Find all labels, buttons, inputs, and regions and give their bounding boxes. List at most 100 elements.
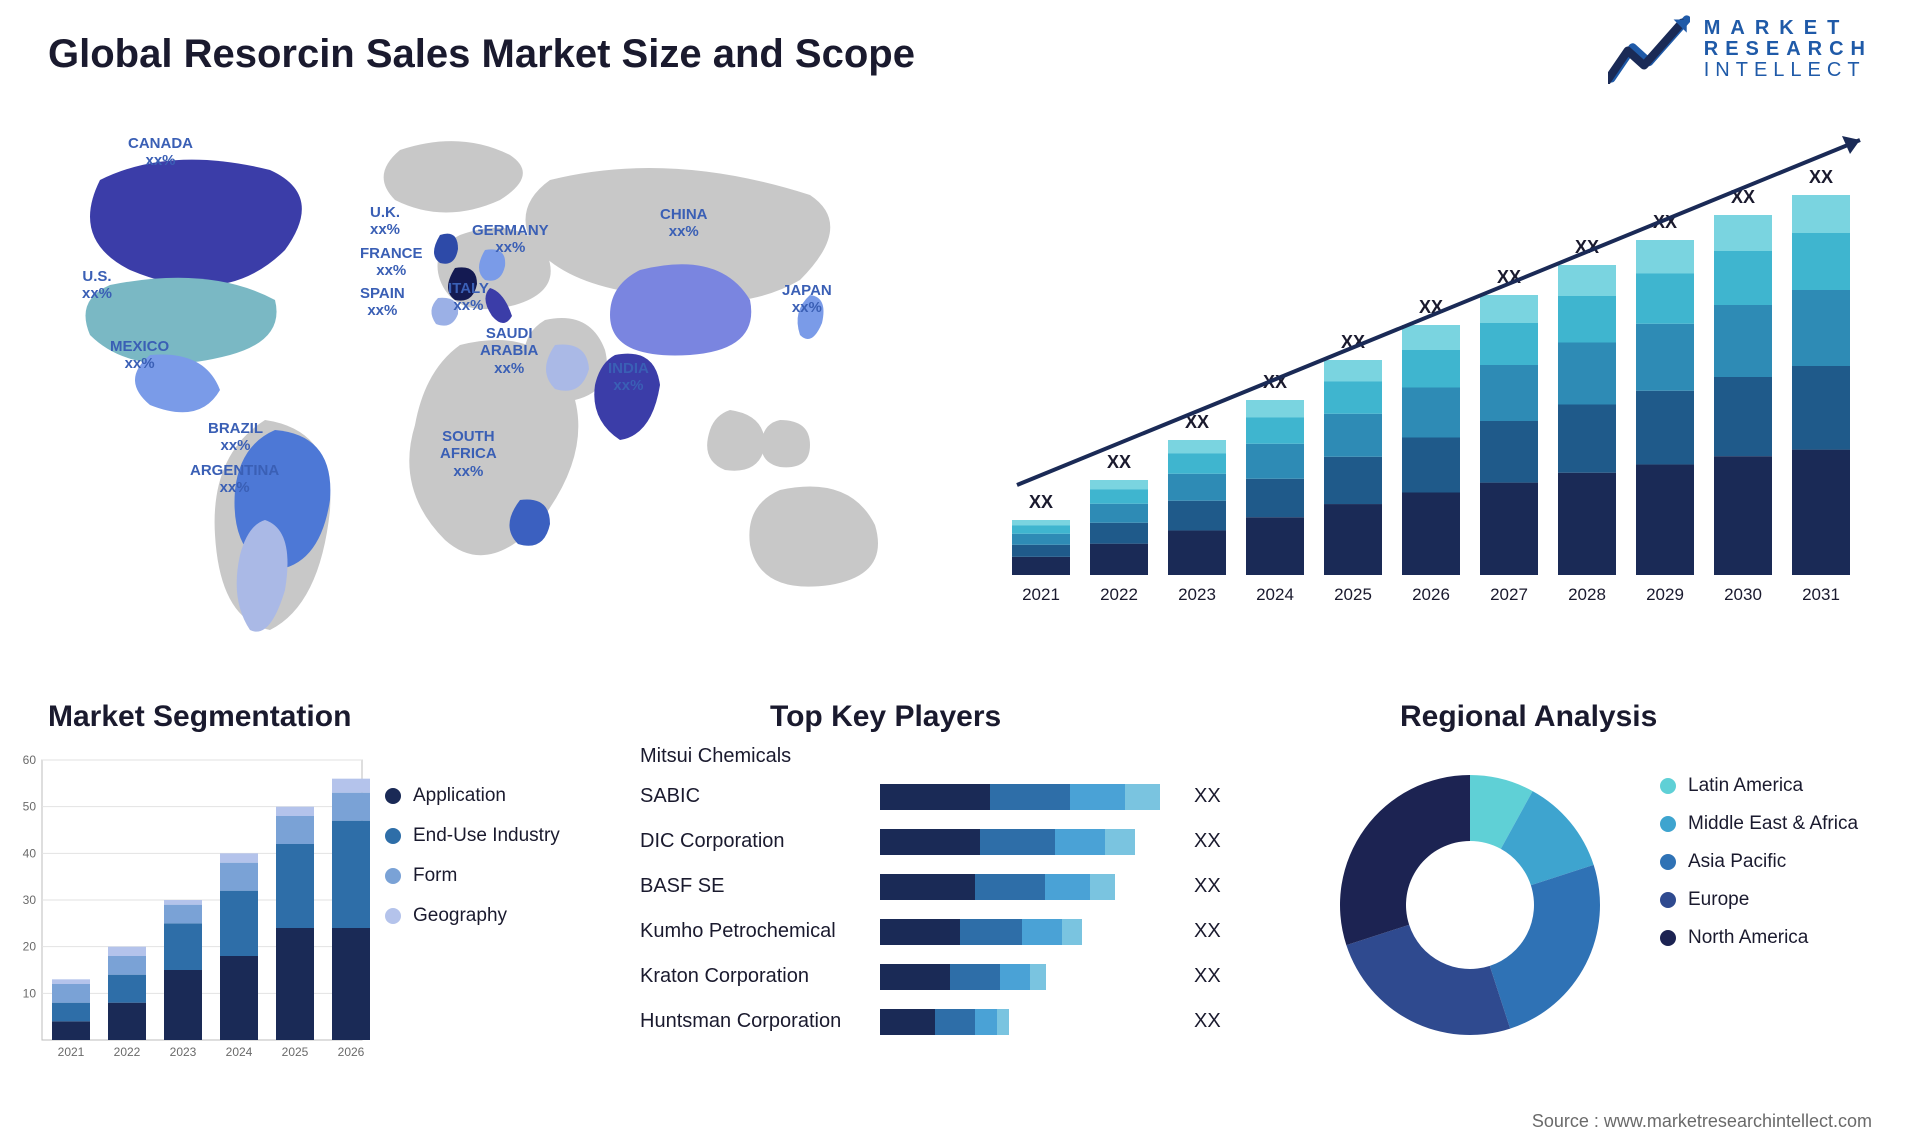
seg-bar-seg <box>164 905 202 924</box>
seg-bar-seg <box>52 979 90 984</box>
growth-bar-seg <box>1558 296 1616 343</box>
growth-year-label: 2026 <box>1412 585 1450 604</box>
growth-bar-seg <box>1168 530 1226 575</box>
seg-year-label: 2025 <box>282 1045 309 1059</box>
growth-bar-value: XX <box>1107 452 1131 472</box>
growth-bar-seg <box>1792 366 1850 450</box>
seg-bar-seg <box>108 947 146 956</box>
growth-bar-seg <box>1168 440 1226 454</box>
growth-year-label: 2031 <box>1802 585 1840 604</box>
seg-bar-seg <box>332 793 370 821</box>
player-value: XX <box>1194 875 1221 898</box>
seg-bar-seg <box>332 928 370 1040</box>
growth-bar-seg <box>1402 438 1460 493</box>
growth-bar-seg <box>1246 400 1304 418</box>
player-name: BASF SE <box>640 875 880 898</box>
growth-bar-seg <box>1246 444 1304 479</box>
growth-bar-seg <box>1324 360 1382 382</box>
growth-bar-seg <box>1480 421 1538 483</box>
growth-bar-seg <box>1012 526 1070 534</box>
seg-bar-seg <box>164 900 202 905</box>
map-label: INDIAxx% <box>608 360 649 395</box>
player-value: XX <box>1194 1010 1221 1033</box>
player-row: Kraton CorporationXX <box>640 954 1280 999</box>
player-bar <box>880 784 1180 810</box>
map-label: ITALYxx% <box>448 280 489 315</box>
player-bar <box>880 964 1180 990</box>
growth-bar-seg <box>1714 456 1772 575</box>
map-label: ARGENTINAxx% <box>190 462 279 497</box>
map-label: SAUDIARABIAxx% <box>480 325 538 377</box>
growth-bar-seg <box>1480 483 1538 575</box>
seg-bar-seg <box>332 821 370 928</box>
player-bar <box>880 1009 1180 1035</box>
growth-year-label: 2023 <box>1178 585 1216 604</box>
seg-bar-seg <box>108 956 146 975</box>
player-bar <box>880 829 1180 855</box>
seg-legend-item: Geography <box>385 905 560 927</box>
seg-ytick: 40 <box>23 846 37 860</box>
growth-year-label: 2022 <box>1100 585 1138 604</box>
seg-bar-seg <box>52 1003 90 1022</box>
growth-bar-seg <box>1090 480 1148 490</box>
growth-bar-seg <box>1246 479 1304 518</box>
player-value: XX <box>1194 785 1221 808</box>
regional-legend-item: Asia Pacific <box>1660 851 1858 873</box>
donut-slice <box>1340 775 1470 945</box>
growth-bar-seg <box>1558 473 1616 575</box>
growth-bar-seg <box>1558 343 1616 405</box>
seg-legend-item: Application <box>385 785 560 807</box>
player-value: XX <box>1194 830 1221 853</box>
growth-bar-value: XX <box>1029 492 1053 512</box>
seg-bar-seg <box>52 1021 90 1040</box>
seg-bar-seg <box>276 816 314 844</box>
growth-bar-seg <box>1402 388 1460 438</box>
growth-bar-seg <box>1090 544 1148 575</box>
map-label: U.S.xx% <box>82 268 112 303</box>
logo-mark-icon <box>1608 14 1690 84</box>
logo-text: MARKET RESEARCH INTELLECT <box>1704 18 1872 81</box>
growth-bar-seg <box>1636 240 1694 274</box>
growth-bar-seg <box>1246 418 1304 444</box>
player-value: XX <box>1194 965 1221 988</box>
regional-legend-item: Latin America <box>1660 775 1858 797</box>
segmentation-header: Market Segmentation <box>48 700 351 734</box>
growth-bar-seg <box>1090 523 1148 544</box>
regional-legend-item: Middle East & Africa <box>1660 813 1858 835</box>
growth-bar-seg <box>1792 233 1850 290</box>
growth-bar-seg <box>1168 474 1226 501</box>
players-header: Top Key Players <box>770 700 1001 734</box>
growth-bar-seg <box>1636 464 1694 575</box>
regional-legend-item: North America <box>1660 927 1858 949</box>
growth-bar-seg <box>1714 251 1772 305</box>
growth-year-label: 2027 <box>1490 585 1528 604</box>
growth-bar-seg <box>1714 305 1772 377</box>
map-label: FRANCExx% <box>360 245 423 280</box>
brand-logo: MARKET RESEARCH INTELLECT <box>1608 14 1872 84</box>
growth-bar-seg <box>1324 414 1382 457</box>
player-row: Huntsman CorporationXX <box>640 999 1280 1044</box>
seg-year-label: 2024 <box>226 1045 253 1059</box>
seg-year-label: 2022 <box>114 1045 141 1059</box>
growth-bar-seg <box>1012 557 1070 575</box>
regional-legend-item: Europe <box>1660 889 1858 911</box>
growth-bar-seg <box>1090 504 1148 523</box>
seg-ytick: 20 <box>23 940 37 954</box>
seg-legend-item: Form <box>385 865 560 887</box>
growth-year-label: 2021 <box>1022 585 1060 604</box>
seg-bar-seg <box>276 928 314 1040</box>
map-label: SPAINxx% <box>360 285 405 320</box>
growth-bar-seg <box>1714 215 1772 251</box>
donut-slice <box>1346 925 1510 1035</box>
map-label: JAPANxx% <box>782 282 832 317</box>
growth-year-label: 2028 <box>1568 585 1606 604</box>
growth-bar-seg <box>1714 377 1772 456</box>
growth-bar-seg <box>1246 517 1304 575</box>
seg-bar-seg <box>164 923 202 970</box>
growth-bar-seg <box>1090 490 1148 504</box>
regional-chart: Latin America Middle East & Africa Asia Pa… <box>1320 755 1880 1095</box>
seg-bar-seg <box>108 1003 146 1040</box>
growth-chart: XX2021XX2022XX2023XX2024XX2025XX2026XX20… <box>1002 135 1872 625</box>
player-row: BASF SE XX <box>640 864 1280 909</box>
player-row: Kumho PetrochemicalXX <box>640 909 1280 954</box>
